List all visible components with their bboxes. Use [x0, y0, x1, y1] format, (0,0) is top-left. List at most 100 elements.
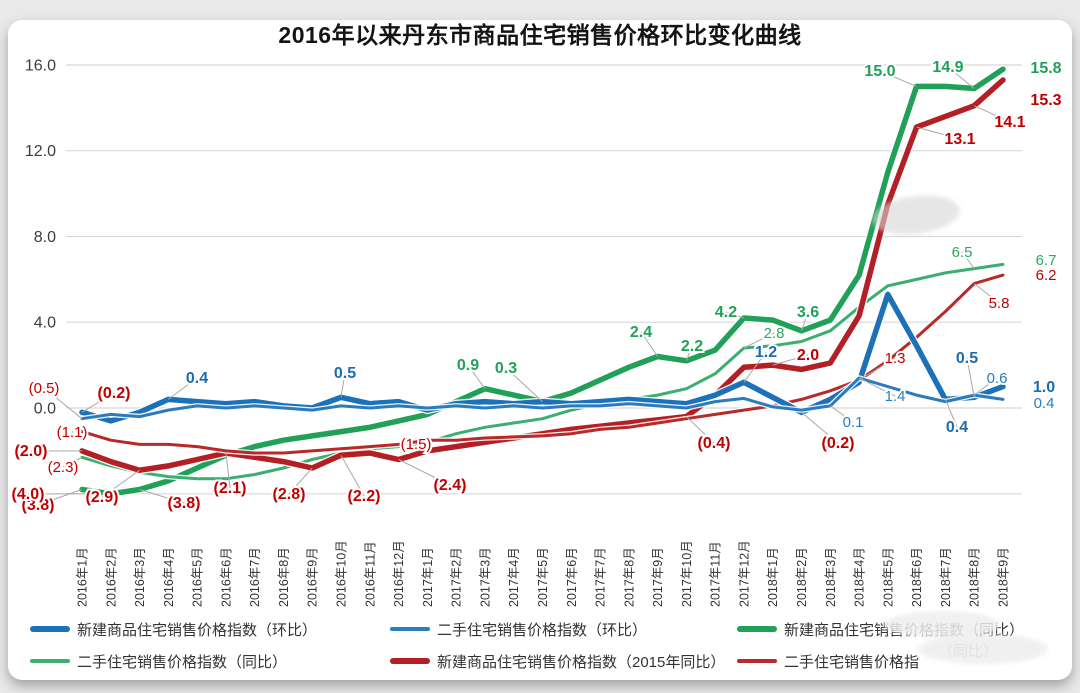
legend-marker-thin-green — [30, 659, 70, 663]
svg-text:3.6: 3.6 — [797, 304, 819, 321]
legend-label: 二手住宅销售价格指 — [784, 653, 920, 671]
svg-text:(2.4): (2.4) — [434, 477, 467, 494]
legend-item-secondhand-mom: 二手住宅销售价格指数（环比） — [390, 617, 647, 641]
legend-label: 二手住宅销售价格指数（环比） — [437, 621, 648, 639]
legend-label: 二手住宅销售价格指数（同比） — [77, 653, 288, 671]
legend-label: 新建商品住宅销售价格指数（同比） — [784, 621, 1025, 639]
svg-text:(3.8): (3.8) — [168, 495, 201, 512]
svg-text:13.1: 13.1 — [944, 131, 975, 148]
svg-text:2017年8月: 2017年8月 — [622, 547, 636, 607]
svg-text:(4.0): (4.0) — [12, 486, 45, 503]
svg-text:(1.1): (1.1) — [57, 424, 88, 441]
svg-text:2018年8月: 2018年8月 — [968, 547, 982, 607]
svg-text:2017年3月: 2017年3月 — [478, 547, 492, 607]
svg-text:2016年4月: 2016年4月 — [162, 547, 176, 607]
svg-text:2.4: 2.4 — [630, 324, 652, 341]
legend-marker-thin-red — [737, 659, 777, 663]
svg-text:12.0: 12.0 — [25, 143, 56, 160]
svg-text:2018年2月: 2018年2月 — [795, 547, 809, 607]
svg-text:0.4: 0.4 — [1034, 395, 1055, 412]
svg-text:14.1: 14.1 — [994, 114, 1025, 131]
svg-text:2018年3月: 2018年3月 — [824, 547, 838, 607]
svg-text:15.3: 15.3 — [1030, 92, 1061, 109]
svg-text:4.2: 4.2 — [715, 304, 737, 321]
legend-label: 新建商品住宅销售价格指数（环比） — [77, 621, 318, 639]
svg-text:2017年12月: 2017年12月 — [737, 540, 751, 607]
legend-item-new-home-mom: 新建商品住宅销售价格指数（环比） — [30, 617, 317, 641]
svg-text:2016年12月: 2016年12月 — [392, 540, 406, 607]
svg-text:1.0: 1.0 — [1033, 379, 1055, 396]
svg-text:2017年7月: 2017年7月 — [594, 547, 608, 607]
svg-text:0.3: 0.3 — [495, 360, 517, 377]
svg-text:2016年1月: 2016年1月 — [76, 547, 90, 607]
svg-text:14.9: 14.9 — [932, 59, 963, 76]
svg-text:2018年9月: 2018年9月 — [997, 547, 1011, 607]
series-sh_yoy — [79, 261, 1006, 482]
legend-item-secondhand-truncated: 二手住宅销售价格指 — [737, 649, 919, 673]
svg-text:2016年9月: 2016年9月 — [306, 547, 320, 607]
svg-text:0.5: 0.5 — [956, 350, 978, 367]
svg-text:2018年5月: 2018年5月 — [881, 547, 895, 607]
legend-label: 新建商品住宅销售价格指数（2015年同比） — [437, 653, 726, 671]
svg-text:(2.0): (2.0) — [15, 443, 48, 460]
svg-text:(0.2): (0.2) — [822, 435, 855, 452]
svg-text:2016年8月: 2016年8月 — [277, 547, 291, 607]
svg-text:2.2: 2.2 — [681, 338, 703, 355]
svg-text:2016年11月: 2016年11月 — [363, 541, 377, 607]
svg-text:2.8: 2.8 — [764, 325, 785, 342]
svg-text:0.0: 0.0 — [34, 401, 56, 418]
svg-text:16.0: 16.0 — [25, 58, 56, 75]
svg-text:(3.8): (3.8) — [22, 497, 55, 514]
svg-text:2.0: 2.0 — [797, 347, 819, 364]
svg-text:2017年11月: 2017年11月 — [709, 541, 723, 607]
svg-text:(2.8): (2.8) — [273, 486, 306, 503]
legend-faint-text: （同比） — [938, 643, 999, 660]
svg-text:(0.4): (0.4) — [698, 435, 731, 452]
chart-title: 2016年以来丹东市商品住宅销售价格环比变化曲线 — [278, 22, 802, 48]
y-axis-labels: 16.0 12.0 8.0 4.0 0.0 — [25, 58, 56, 418]
svg-text:2017年6月: 2017年6月 — [565, 547, 579, 607]
svg-text:8.0: 8.0 — [34, 229, 56, 246]
svg-text:0.4: 0.4 — [186, 370, 208, 387]
svg-text:0.1: 0.1 — [843, 414, 864, 431]
svg-text:(1.5): (1.5) — [401, 436, 432, 453]
svg-text:(2.3): (2.3) — [48, 459, 79, 476]
svg-text:2018年7月: 2018年7月 — [939, 547, 953, 607]
svg-text:(2.2): (2.2) — [348, 488, 381, 505]
svg-text:(2.9): (2.9) — [86, 489, 119, 506]
svg-text:5.8: 5.8 — [989, 295, 1010, 312]
svg-text:4.0: 4.0 — [34, 315, 56, 332]
svg-text:2016年2月: 2016年2月 — [104, 547, 118, 607]
svg-text:2018年4月: 2018年4月 — [853, 547, 867, 607]
label-leader-lines — [27, 66, 1011, 506]
svg-text:2016年10月: 2016年10月 — [335, 540, 349, 607]
data-labels: (0.2) 0.4 0.5 1.2 (0.2) 0.4 0.5 1.0 (0.5) 0.1 1.4 0… — [10, 57, 1064, 516]
legend-marker-thick-blue — [30, 626, 70, 632]
svg-text:2017年2月: 2017年2月 — [450, 547, 464, 607]
svg-text:2018年6月: 2018年6月 — [910, 547, 924, 607]
svg-text:0.5: 0.5 — [334, 365, 356, 382]
legend-marker-thick-green — [737, 626, 777, 632]
svg-text:0.9: 0.9 — [457, 357, 479, 374]
svg-text:2016年7月: 2016年7月 — [248, 547, 262, 607]
svg-text:6.7: 6.7 — [1036, 252, 1057, 269]
svg-text:1.4: 1.4 — [885, 388, 906, 405]
svg-text:1.2: 1.2 — [755, 344, 777, 361]
chart-card — [8, 20, 1072, 680]
svg-text:1.3: 1.3 — [885, 350, 906, 367]
svg-text:2017年9月: 2017年9月 — [651, 547, 665, 607]
svg-text:6.5: 6.5 — [952, 244, 973, 261]
svg-text:(0.5): (0.5) — [29, 380, 60, 397]
series-nb_mom — [77, 290, 1008, 425]
svg-text:(0.2): (0.2) — [98, 385, 131, 402]
legend-item-new-home-2015: 新建商品住宅销售价格指数（2015年同比） — [390, 649, 725, 673]
svg-text:2017年4月: 2017年4月 — [507, 547, 521, 607]
series-nb_2015 — [77, 75, 1008, 475]
legend-marker-thin-blue — [390, 627, 430, 631]
svg-text:2017年1月: 2017年1月 — [421, 547, 435, 607]
legend-item-secondhand-yoy: 二手住宅销售价格指数（同比） — [30, 649, 287, 673]
svg-text:2016年5月: 2016年5月 — [191, 547, 205, 607]
svg-text:15.0: 15.0 — [864, 63, 895, 80]
